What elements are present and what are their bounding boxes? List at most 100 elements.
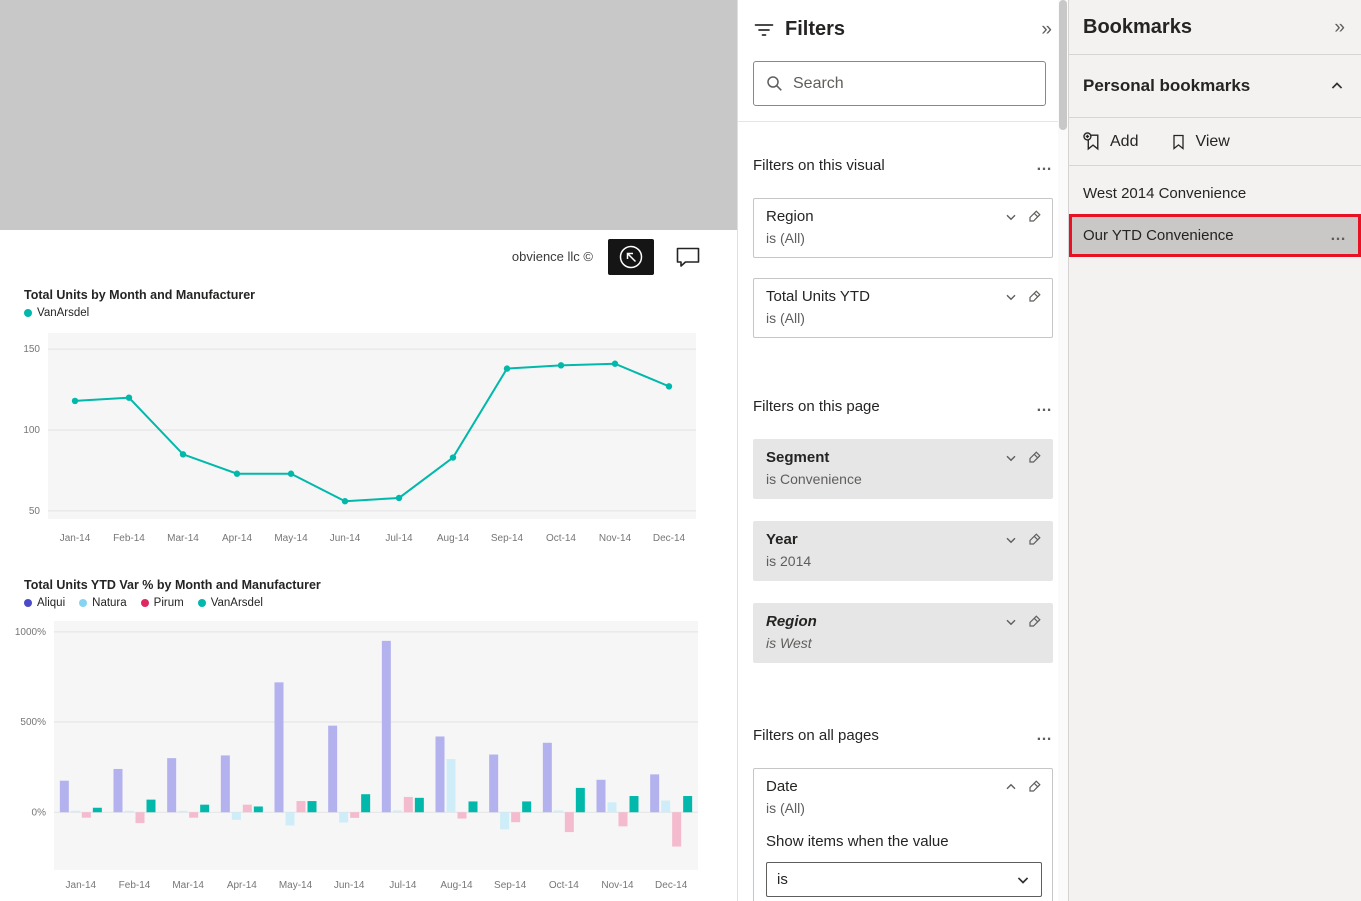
svg-text:Nov-14: Nov-14 — [599, 533, 632, 544]
svg-text:50: 50 — [29, 506, 41, 517]
filter-value: is (All) — [766, 230, 805, 246]
selected-operator: is — [777, 871, 788, 888]
filter-search-box[interactable] — [753, 61, 1046, 106]
chevron-up-icon[interactable] — [1329, 78, 1345, 94]
chevron-down-icon[interactable] — [1004, 615, 1018, 629]
svg-text:Dec-14: Dec-14 — [655, 880, 688, 891]
clear-filter-icon[interactable] — [1027, 779, 1042, 794]
filter-card-region-page[interactable]: Region is West — [753, 603, 1053, 663]
view-bookmarks-label: View — [1195, 132, 1230, 150]
divider — [1069, 165, 1361, 166]
bar-chart-plot: 0% 500% 1000% Jan-14 Feb-14 Mar-14 Apr-14 May-1… — [4, 611, 710, 896]
clear-filter-icon[interactable] — [1027, 209, 1042, 224]
svg-text:100: 100 — [23, 425, 40, 436]
filter-card-total-units-ytd[interactable]: Total Units YTD is (All) — [753, 278, 1053, 338]
add-bookmark-button[interactable]: Add — [1083, 132, 1138, 151]
svg-text:May-14: May-14 — [274, 533, 308, 544]
filter-value: is Convenience — [766, 471, 862, 487]
bar-chart-svg: 0% 500% 1000% Jan-14 Feb-14 Mar-14 Apr-14 May-1… — [15, 621, 698, 891]
condition-operator-select[interactable]: is — [766, 862, 1042, 897]
view-bookmarks-button[interactable]: View — [1170, 132, 1230, 151]
svg-text:Aug-14: Aug-14 — [437, 533, 470, 544]
svg-text:May-14: May-14 — [279, 880, 313, 891]
collapse-bookmarks-pane-icon[interactable]: » — [1334, 17, 1345, 38]
legend-dot — [24, 599, 32, 607]
comment-icon[interactable] — [669, 239, 707, 275]
more-options-icon[interactable]: … — [1036, 726, 1053, 744]
svg-text:Nov-14: Nov-14 — [601, 880, 634, 891]
chevron-down-icon[interactable] — [1004, 533, 1018, 547]
chart-title: Total Units by Month and Manufacturer — [24, 288, 256, 302]
clear-filter-icon[interactable] — [1027, 614, 1042, 629]
clear-filter-icon[interactable] — [1027, 532, 1042, 547]
personal-bookmarks-group-header[interactable]: Personal bookmarks — [1069, 55, 1361, 117]
section-filters-on-all-pages: Filters on all pages … — [753, 727, 1053, 744]
filter-card-year[interactable]: Year is 2014 — [753, 521, 1053, 581]
filters-pane: Filters » Filters on this visual … Regio… — [737, 0, 1068, 901]
clear-filter-icon[interactable] — [1027, 289, 1042, 304]
filter-field-name: Date — [766, 778, 798, 795]
legend-label: VanArsdel — [37, 307, 90, 319]
clear-filter-icon[interactable] — [1027, 450, 1042, 465]
chevron-up-icon[interactable] — [1004, 780, 1018, 794]
filter-field-name: Year — [766, 531, 798, 548]
bar-chart-visual[interactable]: Total Units YTD Var % by Month and Manuf… — [4, 570, 710, 901]
more-options-icon[interactable]: … — [1036, 397, 1053, 415]
more-options-icon[interactable]: … — [1036, 156, 1053, 174]
chevron-down-icon[interactable] — [1004, 210, 1018, 224]
filters-pane-title: Filters — [785, 18, 846, 40]
legend-item[interactable]: Natura — [79, 597, 127, 609]
filter-card-segment[interactable]: Segment is Convenience — [753, 439, 1053, 499]
scrollbar-thumb[interactable] — [1059, 0, 1067, 130]
svg-text:1000%: 1000% — [15, 627, 46, 638]
chevron-down-icon[interactable] — [1004, 290, 1018, 304]
chevron-down-icon — [1015, 872, 1031, 888]
svg-text:Jun-14: Jun-14 — [330, 533, 361, 544]
bookmark-item-label: Our YTD Convenience — [1083, 227, 1234, 244]
collapse-filters-pane-icon[interactable]: » — [1041, 19, 1052, 40]
divider — [1069, 54, 1361, 55]
bookmarks-pane-header: Bookmarks » — [1069, 0, 1361, 54]
svg-text:Feb-14: Feb-14 — [119, 880, 151, 891]
chevron-down-icon[interactable] — [1004, 451, 1018, 465]
legend-dot — [140, 599, 149, 607]
filter-icon — [754, 21, 774, 39]
svg-text:Feb-14: Feb-14 — [113, 533, 145, 544]
svg-text:Sep-14: Sep-14 — [494, 880, 527, 891]
svg-text:Jul-14: Jul-14 — [389, 880, 417, 891]
section-title: Filters on this visual — [753, 157, 885, 174]
section-filters-on-this-visual: Filters on this visual … — [753, 157, 1053, 174]
bookmark-view-icon — [1170, 133, 1187, 151]
bookmark-item-west-2014-convenience[interactable]: West 2014 Convenience — [1083, 185, 1247, 202]
add-bookmark-label: Add — [1110, 132, 1139, 150]
legend-item[interactable]: VanArsdel — [24, 307, 89, 319]
svg-text:Jul-14: Jul-14 — [385, 533, 413, 544]
bookmarks-pane-title: Bookmarks — [1083, 16, 1192, 38]
filter-card-date[interactable]: Date is (All) Show items when the value … — [753, 768, 1053, 901]
line-chart-visual[interactable]: Total Units by Month and Manufacturer Va… — [4, 280, 710, 570]
search-icon — [766, 75, 783, 92]
legend-label: Natura — [92, 597, 127, 609]
legend-dot — [197, 599, 206, 607]
svg-text:150: 150 — [23, 344, 40, 355]
bookmark-item-our-ytd-convenience[interactable]: Our YTD Convenience … — [1069, 214, 1361, 257]
filter-value: is West — [766, 635, 812, 651]
section-filters-on-this-page: Filters on this page … — [753, 398, 1053, 415]
filters-scrollbar[interactable] — [1058, 0, 1068, 901]
legend-item[interactable]: Pirum — [140, 597, 184, 609]
legend-item[interactable]: Aliqui — [24, 597, 65, 609]
filter-card-region-visual[interactable]: Region is (All) — [753, 198, 1053, 258]
filter-value: is (All) — [766, 310, 805, 326]
filter-value: is (All) — [766, 800, 805, 816]
filter-value: is 2014 — [766, 553, 812, 569]
divider — [1069, 117, 1361, 118]
svg-text:Jan-14: Jan-14 — [66, 880, 97, 891]
filters-scroll-area: Filters on this visual … Region is (All) — [738, 129, 1058, 901]
section-title: Filters on this page — [753, 398, 880, 415]
bookmarks-actions: Add View — [1069, 118, 1361, 165]
legend-item[interactable]: VanArsdel — [197, 597, 263, 609]
attribution-row: obvience llc © — [512, 238, 707, 275]
search-input[interactable] — [793, 74, 1033, 93]
more-options-icon[interactable]: … — [1330, 226, 1347, 244]
